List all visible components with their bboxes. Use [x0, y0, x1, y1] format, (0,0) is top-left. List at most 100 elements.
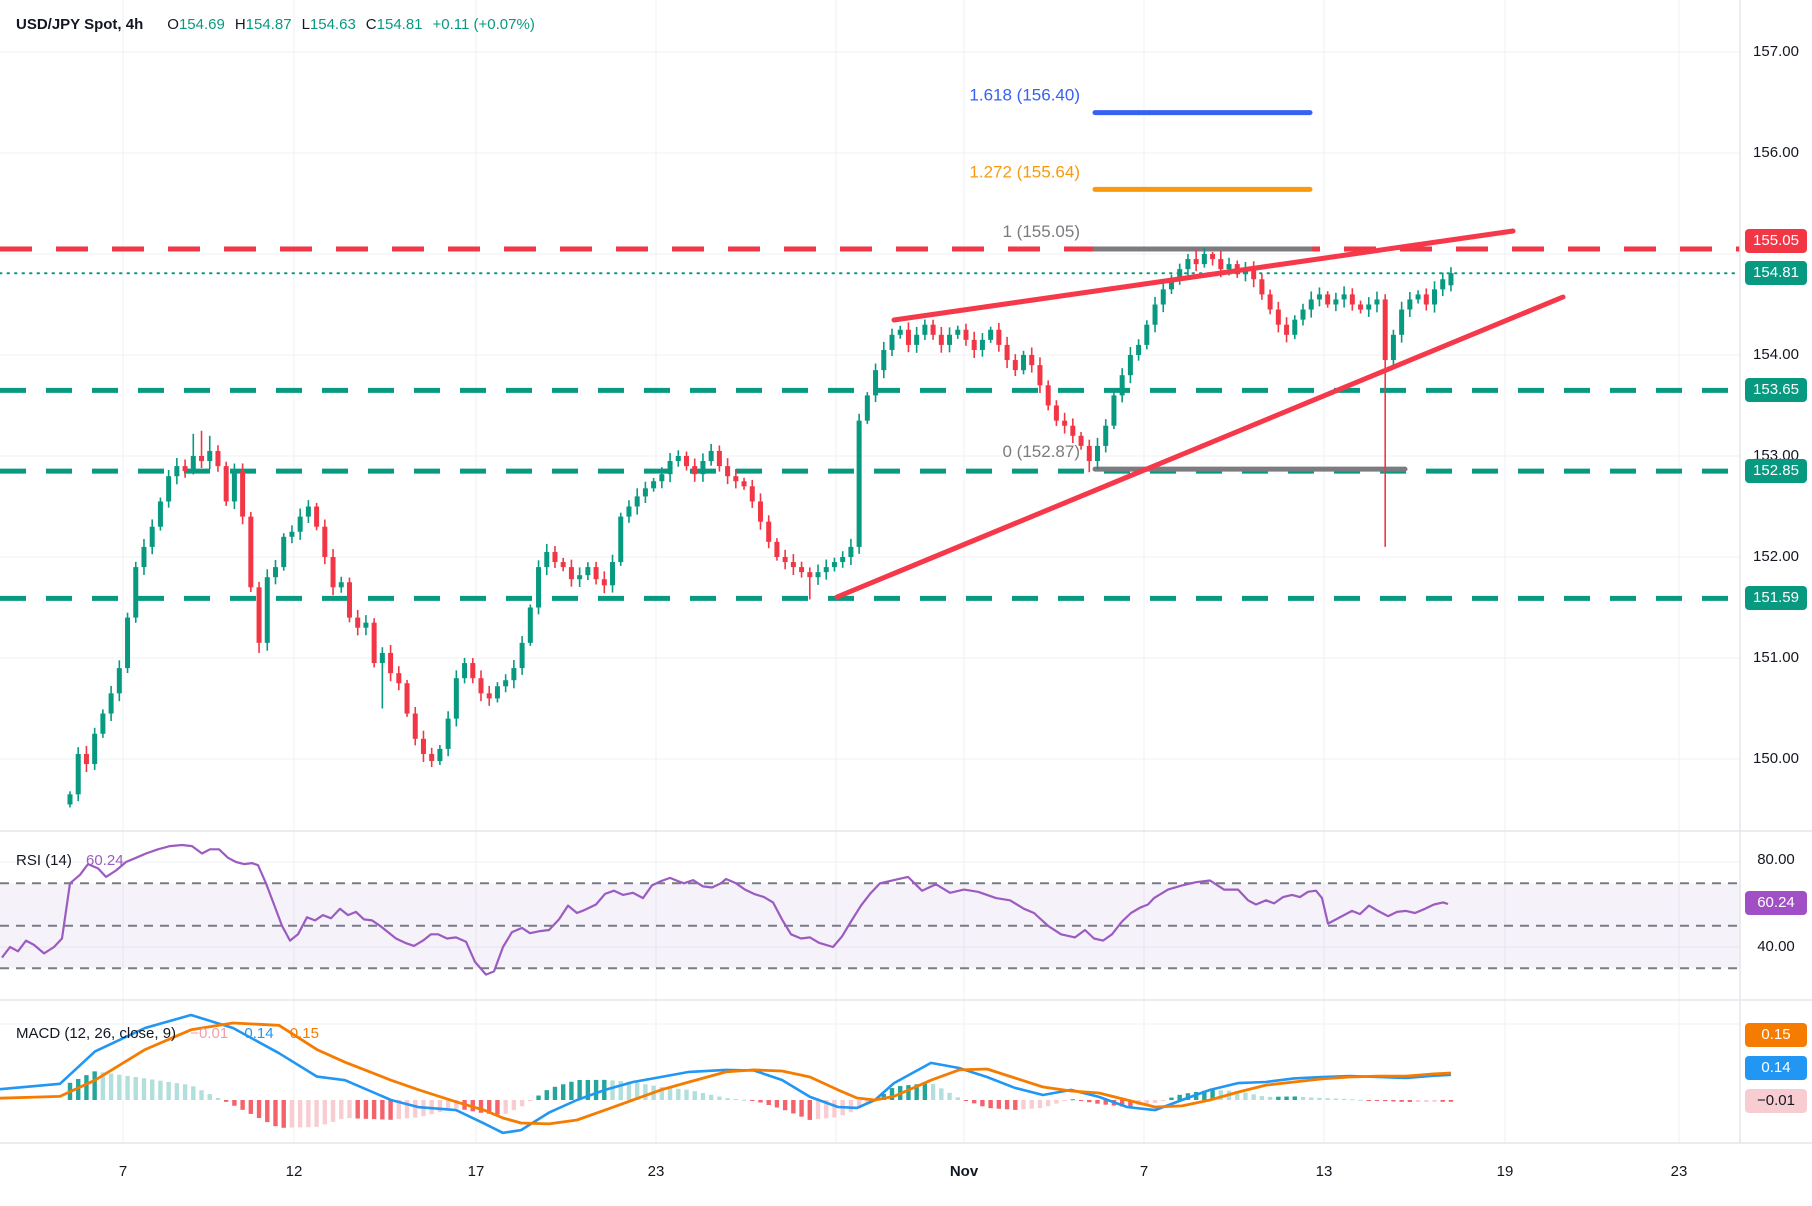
candle-body[interactable]: [67, 794, 73, 805]
candle-body[interactable]: [774, 541, 780, 557]
candle-body[interactable]: [700, 461, 706, 475]
candle-body[interactable]: [379, 652, 385, 664]
candle-body[interactable]: [749, 486, 755, 502]
candle-body[interactable]: [979, 339, 985, 350]
candle-body[interactable]: [494, 686, 500, 699]
candle-body[interactable]: [1004, 344, 1010, 361]
candle-body[interactable]: [166, 476, 172, 502]
candle-body[interactable]: [1152, 304, 1158, 325]
candle-body[interactable]: [799, 567, 805, 573]
candle-body[interactable]: [881, 349, 887, 371]
candle-body[interactable]: [1259, 279, 1265, 295]
candle-body[interactable]: [782, 557, 788, 563]
candle-body[interactable]: [182, 466, 188, 472]
candle-body[interactable]: [1086, 445, 1092, 462]
candle-body[interactable]: [568, 567, 574, 580]
candle-body[interactable]: [1267, 294, 1273, 310]
candle-body[interactable]: [618, 516, 624, 563]
candle-body[interactable]: [1103, 425, 1109, 446]
candle-body[interactable]: [264, 577, 270, 643]
candle-body[interactable]: [1325, 294, 1331, 305]
candle-body[interactable]: [92, 733, 98, 765]
candle-body[interactable]: [462, 663, 468, 679]
candle-body[interactable]: [807, 572, 813, 578]
candle-body[interactable]: [684, 456, 689, 467]
candle-body[interactable]: [388, 652, 394, 674]
candle-body[interactable]: [355, 617, 361, 628]
candle-body[interactable]: [856, 420, 862, 547]
candle-body[interactable]: [223, 466, 229, 502]
candle-body[interactable]: [75, 753, 81, 795]
candle-body[interactable]: [445, 718, 451, 749]
candle-body[interactable]: [930, 324, 936, 335]
candle-body[interactable]: [601, 579, 607, 586]
candle-body[interactable]: [1292, 319, 1298, 335]
candle-body[interactable]: [1423, 294, 1429, 305]
candle-body[interactable]: [1226, 264, 1232, 270]
candle-body[interactable]: [938, 334, 944, 345]
candle-body[interactable]: [1251, 269, 1257, 280]
candle-body[interactable]: [659, 474, 665, 482]
candle-body[interactable]: [322, 526, 328, 557]
candle-body[interactable]: [1029, 355, 1035, 366]
candle-body[interactable]: [1399, 309, 1405, 335]
candle-body[interactable]: [634, 496, 640, 507]
macd-line[interactable]: [0, 1013, 1452, 1135]
candle-body[interactable]: [297, 516, 303, 532]
candle-body[interactable]: [141, 546, 147, 568]
candle-body[interactable]: [626, 506, 632, 517]
candle-body[interactable]: [281, 536, 287, 568]
candle-body[interactable]: [453, 678, 459, 719]
candle-body[interactable]: [289, 531, 295, 537]
candle-body[interactable]: [1037, 365, 1043, 386]
candle-body[interactable]: [346, 582, 352, 618]
candle-body[interactable]: [840, 557, 846, 563]
candle-body[interactable]: [733, 476, 739, 482]
candle-body[interactable]: [864, 395, 870, 421]
candle-body[interactable]: [873, 370, 879, 396]
candle-body[interactable]: [190, 456, 196, 472]
candle-body[interactable]: [207, 450, 213, 462]
candle-body[interactable]: [1407, 299, 1413, 310]
candle-body[interactable]: [157, 501, 163, 527]
candle-body[interactable]: [675, 456, 681, 462]
candle-body[interactable]: [610, 562, 616, 586]
candle-body[interactable]: [215, 450, 221, 467]
candle-body[interactable]: [1021, 355, 1027, 371]
candle-body[interactable]: [404, 683, 410, 714]
candle-body[interactable]: [1432, 289, 1438, 305]
candle-body[interactable]: [1177, 269, 1183, 280]
candle-body[interactable]: [651, 481, 657, 489]
candle-body[interactable]: [1078, 435, 1084, 446]
candle-body[interactable]: [897, 329, 903, 335]
candle-body[interactable]: [1284, 324, 1290, 335]
candle-body[interactable]: [1358, 304, 1364, 310]
candle-body[interactable]: [1390, 334, 1396, 361]
candle-body[interactable]: [330, 557, 336, 588]
candle-body[interactable]: [199, 456, 205, 462]
candle-body[interactable]: [741, 481, 747, 487]
candle-body[interactable]: [667, 461, 673, 475]
candle-body[interactable]: [988, 329, 994, 340]
candle-body[interactable]: [1300, 309, 1306, 320]
candle-body[interactable]: [1210, 254, 1216, 260]
candle-body[interactable]: [412, 713, 418, 739]
candle-body[interactable]: [642, 488, 648, 497]
candle-body[interactable]: [1308, 299, 1314, 310]
candle-body[interactable]: [231, 471, 237, 502]
rsi-line[interactable]: [1, 843, 1449, 976]
price-levels[interactable]: [0, 246, 1741, 601]
candle-body[interactable]: [420, 738, 426, 754]
candle-body[interactable]: [790, 562, 796, 568]
candle-body[interactable]: [1275, 309, 1281, 325]
candle-body[interactable]: [1111, 395, 1117, 426]
candle-body[interactable]: [256, 587, 262, 643]
candle-body[interactable]: [1136, 344, 1142, 355]
candle-body[interactable]: [1168, 279, 1174, 290]
candle-body[interactable]: [1201, 254, 1207, 265]
rsi-pane[interactable]: [0, 843, 1740, 976]
candle-body[interactable]: [560, 562, 566, 568]
candle-body[interactable]: [1045, 385, 1051, 406]
candle-body[interactable]: [503, 680, 509, 687]
candle-body[interactable]: [766, 521, 772, 542]
